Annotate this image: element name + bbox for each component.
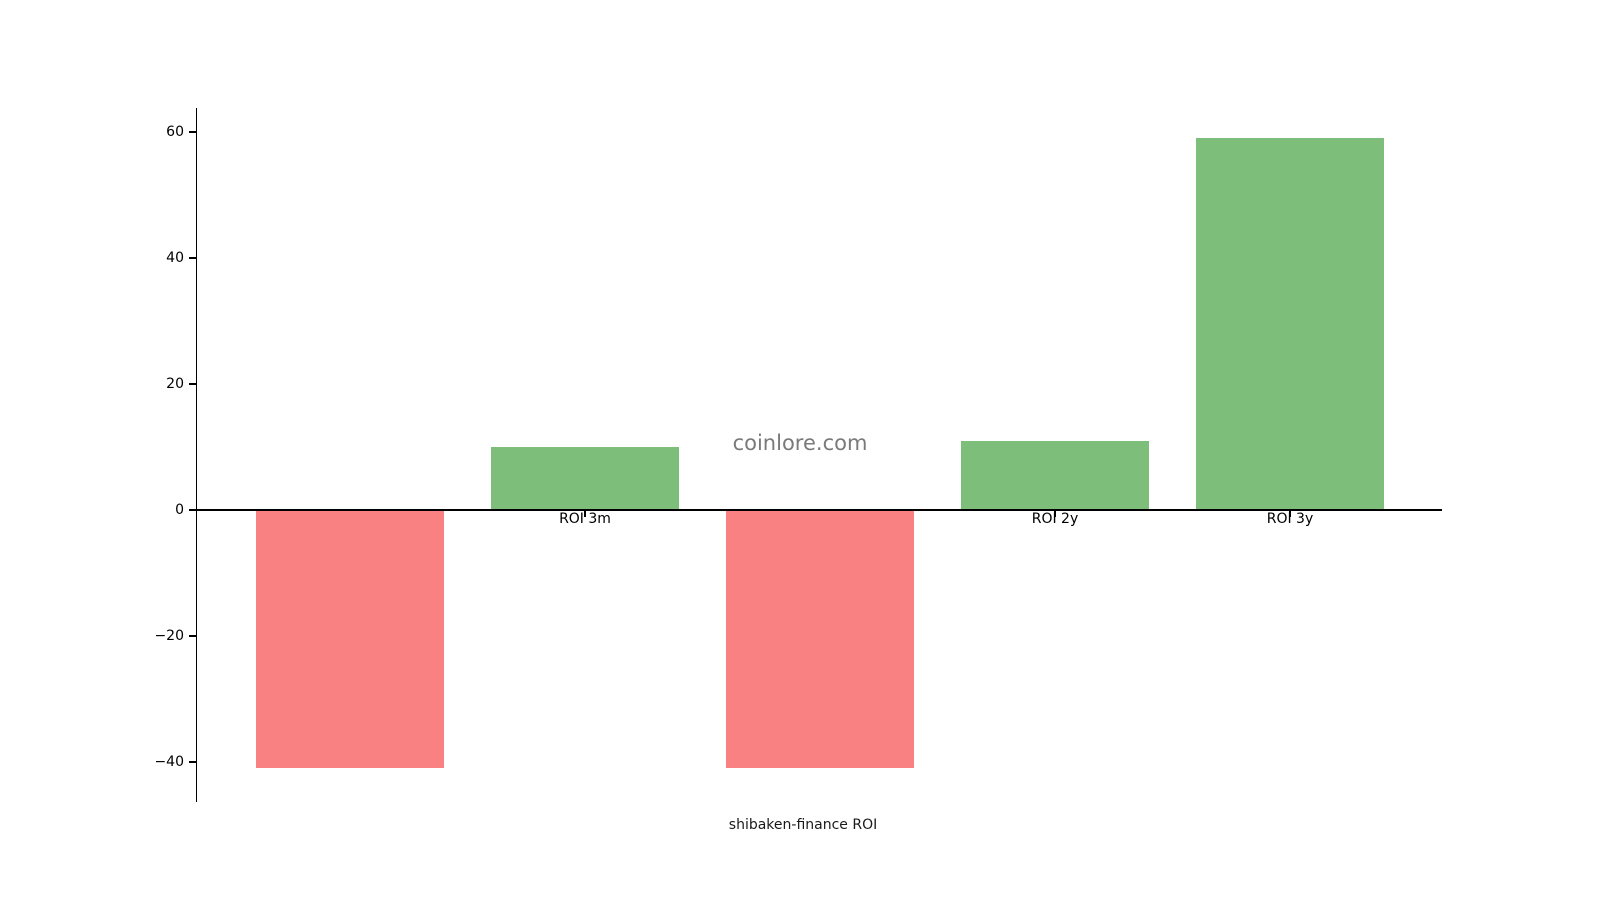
y-tick-label: −40: [154, 754, 184, 770]
x-tick-label-roi-2y: ROI 2y: [1031, 511, 1079, 527]
y-tick-label: 0: [175, 502, 184, 518]
y-tick-mark: [189, 509, 196, 511]
y-tick-mark: [189, 131, 196, 133]
y-tick-mark: [189, 383, 196, 385]
bar-hidden-label-0: [256, 510, 444, 769]
x-tick-mark: [1289, 510, 1291, 517]
y-tick-label: 60: [166, 124, 184, 140]
y-tick-mark: [189, 635, 196, 637]
bar-roi-3m: [491, 447, 679, 510]
y-tick-mark: [189, 761, 196, 763]
bar-roi-2y: [961, 440, 1149, 510]
x-tick-label-roi-3m: ROI 3m: [559, 511, 611, 527]
bar-roi-3y: [1196, 138, 1384, 510]
y-tick-label: 40: [166, 250, 184, 266]
chart-title: shibaken-finance ROI: [728, 817, 878, 833]
y-axis-spine: [195, 108, 198, 802]
bar-hidden-label-2: [726, 510, 914, 769]
watermark-text: coinlore.com: [732, 431, 868, 455]
x-tick-label-roi-3y: ROI 3y: [1266, 511, 1314, 527]
y-tick-label: −20: [154, 628, 184, 644]
x-tick-mark: [1054, 510, 1056, 517]
x-axis-zero-line: [195, 509, 1442, 511]
x-tick-mark: [584, 510, 586, 517]
y-tick-label: 20: [166, 376, 184, 392]
y-tick-mark: [189, 257, 196, 259]
